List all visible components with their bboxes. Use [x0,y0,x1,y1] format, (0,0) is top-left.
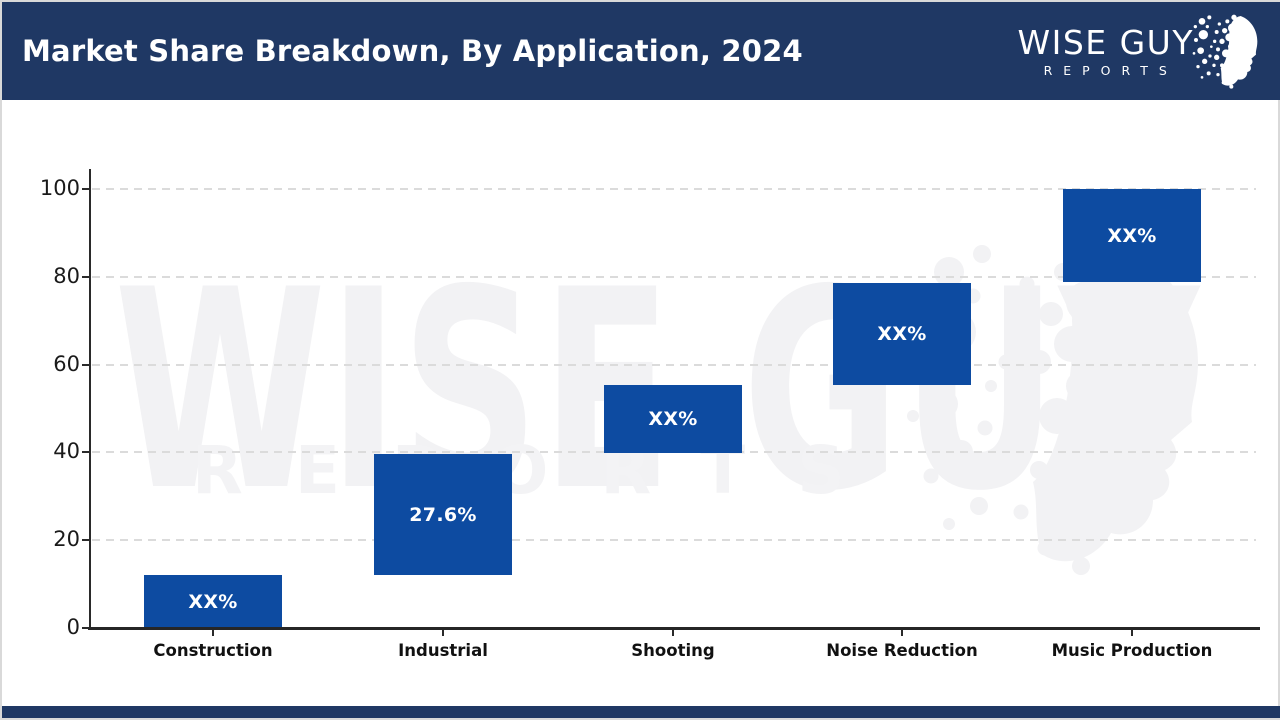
gridline [92,188,1256,190]
header-band: Market Share Breakdown, By Application, … [2,2,1280,100]
bar-noise-reduction: XX% [833,282,971,386]
logo-head-dots-icon [1192,14,1258,89]
logo-subtitle: REPORTS [1043,63,1178,79]
bar-value-label: XX% [648,408,698,431]
y-tick-mark [82,627,90,629]
y-tick-label: 60 [53,351,80,376]
bar-construction: XX% [144,575,282,628]
page-title: Market Share Breakdown, By Application, … [22,34,803,68]
x-tick-mark [212,630,214,636]
x-category-label: Industrial [398,641,488,660]
logo-name: WISE GUY [1017,22,1194,62]
x-tick-mark [672,630,674,636]
y-tick-mark [82,363,90,366]
y-tick-mark [82,275,90,278]
x-tick-mark [901,630,903,636]
bar-shooting: XX% [604,385,742,454]
gridline [92,363,1256,366]
y-tick-mark [82,188,90,190]
x-tick-mark [1131,630,1133,636]
bar-value-label: XX% [877,323,927,346]
y-tick-label: 80 [53,263,80,288]
y-tick-mark [82,539,90,542]
y-tick-label: 100 [39,176,80,200]
x-axis-line [88,627,1260,630]
bar-industrial: 27.6% [374,454,512,576]
y-tick-label: 20 [53,527,80,552]
footer-band [2,706,1280,718]
bar-music-production: XX% [1063,189,1201,283]
y-axis-line [89,169,91,630]
bar-value-label: XX% [188,590,238,613]
y-tick-mark [82,451,90,454]
x-category-label: Noise Reduction [826,641,978,660]
x-category-label: Music Production [1051,641,1213,660]
x-category-label: Construction [153,641,273,660]
watermark-reports-text: REPORTS [192,432,897,509]
x-tick-mark [442,630,444,636]
y-tick-label: 0 [66,615,80,639]
gridline [92,275,1256,278]
logo-text: WISE GUY REPORTS [1017,22,1194,79]
gridline [92,539,1256,542]
bar-value-label: XX% [1107,224,1157,247]
x-category-label: Shooting [631,641,715,660]
bar-value-label: 27.6% [409,503,477,526]
wise-guy-logo: WISE GUY REPORTS [1017,8,1272,96]
y-tick-label: 40 [53,439,80,464]
